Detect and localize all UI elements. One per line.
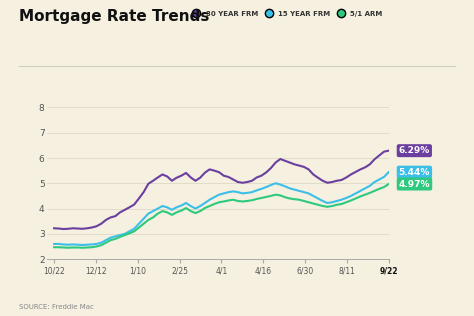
Text: 6.29%: 6.29%	[399, 146, 430, 155]
Text: Mortgage Rate Trends: Mortgage Rate Trends	[19, 9, 210, 24]
Text: SOURCE: Freddie Mac: SOURCE: Freddie Mac	[19, 304, 94, 310]
Text: 5.44%: 5.44%	[399, 168, 430, 177]
Legend: 30 YEAR FRM, 15 YEAR FRM, 5/1 ARM: 30 YEAR FRM, 15 YEAR FRM, 5/1 ARM	[187, 8, 385, 20]
Text: 4.97%: 4.97%	[399, 179, 430, 189]
